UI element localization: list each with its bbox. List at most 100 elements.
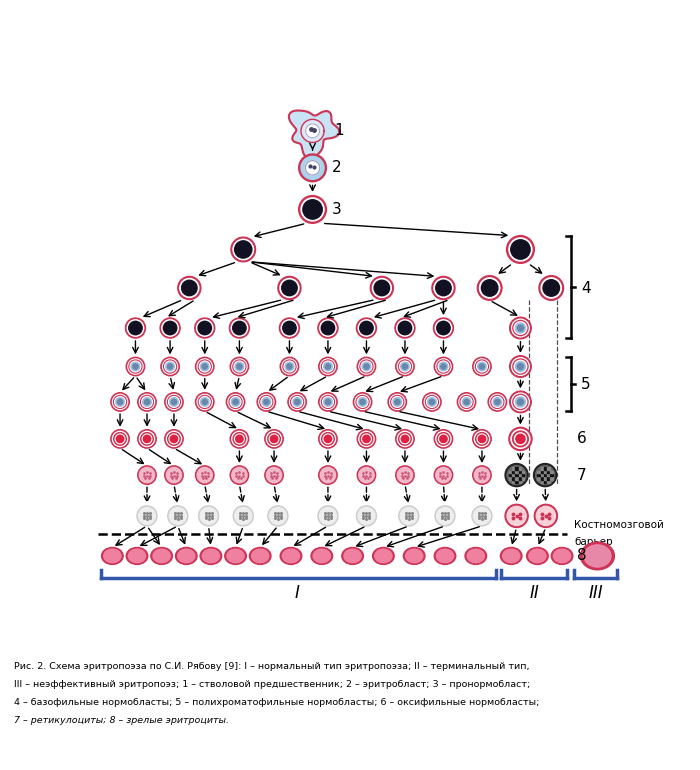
Circle shape (426, 396, 438, 408)
Circle shape (169, 397, 178, 407)
Polygon shape (289, 111, 340, 159)
Bar (509, 474, 512, 477)
Circle shape (393, 397, 402, 407)
Circle shape (202, 364, 207, 369)
Circle shape (197, 394, 212, 410)
Circle shape (514, 360, 526, 373)
Circle shape (362, 434, 371, 444)
Circle shape (401, 435, 409, 443)
Circle shape (323, 362, 332, 371)
Circle shape (262, 397, 271, 407)
Circle shape (490, 394, 505, 410)
Bar (512, 467, 514, 470)
Circle shape (326, 400, 330, 404)
Circle shape (475, 467, 489, 483)
Circle shape (163, 321, 177, 335)
Circle shape (303, 199, 322, 219)
Ellipse shape (126, 547, 148, 564)
Circle shape (321, 431, 335, 447)
Bar (538, 477, 540, 480)
Circle shape (116, 434, 125, 444)
Circle shape (141, 433, 153, 445)
Circle shape (429, 400, 435, 404)
Circle shape (361, 361, 372, 372)
Ellipse shape (225, 547, 246, 564)
Circle shape (435, 280, 452, 296)
Circle shape (284, 361, 295, 372)
Bar (522, 477, 524, 480)
Circle shape (321, 467, 335, 483)
Circle shape (357, 397, 368, 407)
Circle shape (323, 397, 333, 407)
Circle shape (197, 359, 212, 374)
Circle shape (257, 393, 276, 411)
Circle shape (265, 466, 284, 484)
Circle shape (460, 396, 473, 408)
Circle shape (139, 394, 155, 410)
Circle shape (398, 467, 412, 483)
Circle shape (180, 279, 199, 297)
Bar (550, 470, 553, 473)
Circle shape (199, 397, 210, 407)
Circle shape (437, 360, 450, 373)
Circle shape (510, 317, 531, 339)
Bar (540, 477, 543, 480)
Bar (519, 474, 521, 477)
Circle shape (195, 393, 214, 411)
Circle shape (358, 507, 375, 524)
Circle shape (473, 430, 491, 448)
Circle shape (285, 362, 294, 371)
Circle shape (283, 360, 296, 373)
Circle shape (391, 396, 404, 408)
Circle shape (400, 361, 410, 372)
Circle shape (282, 359, 297, 374)
Circle shape (144, 400, 150, 404)
Circle shape (512, 431, 528, 447)
Circle shape (114, 433, 126, 445)
Circle shape (178, 276, 201, 300)
Circle shape (166, 362, 174, 371)
Bar (550, 477, 553, 480)
Ellipse shape (311, 547, 332, 564)
Circle shape (395, 318, 415, 338)
Circle shape (181, 280, 197, 296)
Circle shape (374, 280, 390, 296)
Circle shape (434, 357, 453, 376)
Bar (512, 474, 514, 477)
Circle shape (513, 320, 528, 336)
Circle shape (197, 320, 213, 336)
Ellipse shape (153, 549, 170, 563)
Bar (512, 480, 514, 483)
Circle shape (364, 364, 369, 369)
Circle shape (457, 393, 476, 411)
Circle shape (539, 276, 564, 300)
Circle shape (139, 507, 155, 524)
Circle shape (270, 507, 286, 524)
Circle shape (461, 397, 472, 407)
Circle shape (161, 357, 179, 376)
Circle shape (440, 435, 447, 443)
Polygon shape (301, 119, 324, 142)
Bar (544, 467, 547, 470)
Circle shape (326, 364, 330, 369)
Ellipse shape (104, 549, 121, 563)
Circle shape (131, 362, 140, 371)
Circle shape (162, 320, 178, 336)
Circle shape (517, 363, 524, 370)
Circle shape (287, 364, 292, 369)
Circle shape (357, 430, 376, 448)
Bar (544, 480, 547, 483)
Circle shape (233, 239, 253, 259)
Circle shape (268, 433, 280, 445)
Circle shape (507, 236, 534, 263)
Circle shape (113, 431, 127, 447)
Circle shape (358, 397, 367, 407)
Circle shape (231, 320, 248, 336)
Circle shape (362, 362, 371, 371)
Ellipse shape (227, 549, 244, 563)
Circle shape (439, 434, 448, 444)
Circle shape (388, 393, 407, 411)
Circle shape (507, 466, 526, 484)
Circle shape (270, 435, 278, 443)
Circle shape (142, 434, 152, 444)
